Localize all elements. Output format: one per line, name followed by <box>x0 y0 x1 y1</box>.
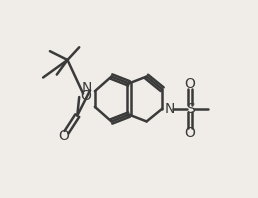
Text: O: O <box>185 126 196 140</box>
Text: O: O <box>80 89 91 103</box>
Text: N: N <box>82 81 92 95</box>
Text: O: O <box>59 129 70 144</box>
Text: N: N <box>164 102 175 116</box>
Text: O: O <box>185 77 196 91</box>
Text: S: S <box>186 102 195 116</box>
